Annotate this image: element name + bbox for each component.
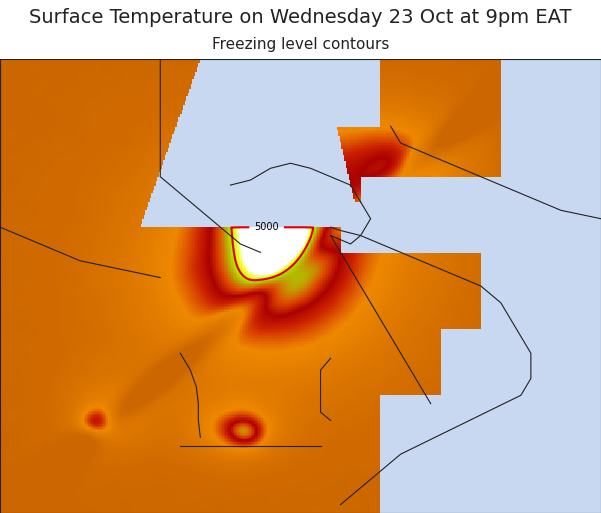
Text: Surface Temperature on Wednesday 23 Oct at 9pm EAT: Surface Temperature on Wednesday 23 Oct …: [29, 8, 572, 27]
Text: Freezing level contours: Freezing level contours: [212, 37, 389, 52]
Text: 5000: 5000: [254, 222, 279, 232]
